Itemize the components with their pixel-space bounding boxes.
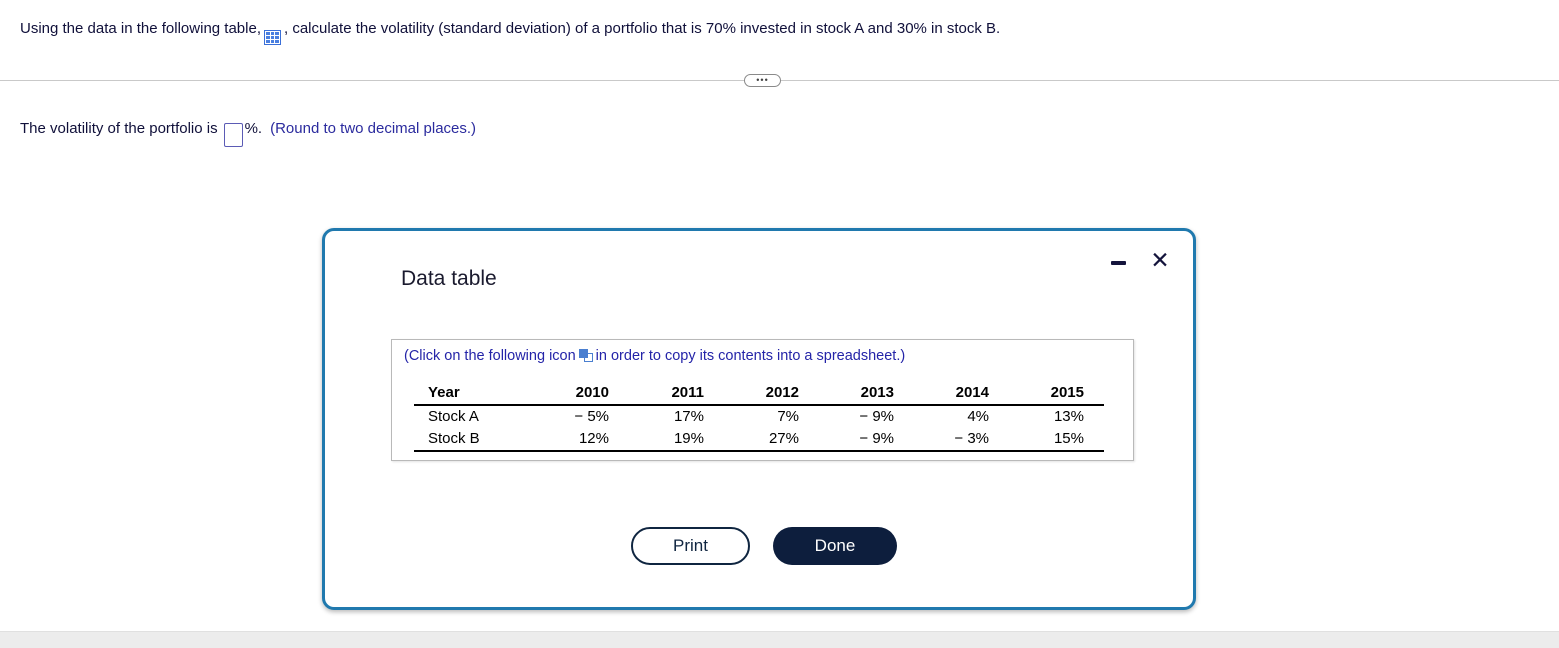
- collapse-toggle-button[interactable]: •••: [744, 74, 781, 87]
- returns-table: Year 2010 2011 2012 2013 2014 2015 Stock…: [414, 382, 1104, 452]
- data-table-icon[interactable]: [264, 30, 281, 45]
- question-suffix: , calculate the volatility (standard dev…: [284, 20, 1001, 37]
- close-button[interactable]: ✕: [1145, 245, 1175, 275]
- copy-to-spreadsheet-icon[interactable]: [578, 349, 593, 362]
- instruction-suffix: in order to copy its contents into a spr…: [595, 348, 906, 364]
- minimize-button[interactable]: [1105, 253, 1131, 273]
- question-prefix: Using the data in the following table,: [20, 20, 261, 37]
- instruction-prefix: (Click on the following icon: [404, 348, 576, 364]
- rounding-note: (Round to two decimal places.): [270, 120, 477, 137]
- cell-value: 7%: [777, 408, 799, 425]
- volatility-answer-input[interactable]: [223, 123, 243, 147]
- done-button[interactable]: Done: [773, 527, 897, 565]
- percent-suffix: %.: [244, 120, 263, 137]
- cell-value: 19%: [629, 428, 724, 452]
- row-label: Stock B: [414, 428, 534, 452]
- header-2012: 2012: [724, 382, 819, 406]
- table-icon-cell: [266, 40, 270, 43]
- copy-instruction: (Click on the following icon in order to …: [404, 348, 905, 364]
- header-2015: 2015: [1009, 382, 1104, 406]
- cell-value: 17%: [673, 408, 704, 425]
- cell-value: 4%: [967, 408, 989, 425]
- data-table-dialog: Data table ✕ (Click on the following ico…: [322, 228, 1196, 610]
- minimize-icon: [1110, 261, 1126, 265]
- cell-value: 13%: [1053, 408, 1084, 425]
- header-2013: 2013: [819, 382, 914, 406]
- cell-value: − 3%: [914, 428, 1009, 452]
- table-icon-cell: [270, 40, 275, 43]
- copy-icon-front: [578, 349, 588, 358]
- print-button[interactable]: Print: [631, 527, 750, 565]
- cell-value: 15%: [1009, 428, 1104, 452]
- header-year: Year: [414, 382, 534, 406]
- answer-prefix: The volatility of the portfolio is: [20, 120, 218, 137]
- header-2014: 2014: [914, 382, 1009, 406]
- row-label: Stock A: [428, 408, 479, 425]
- table-icon-cell: [266, 36, 270, 39]
- table-icon-cell: [270, 32, 275, 35]
- cell-value: − 9%: [859, 408, 894, 425]
- table-header-row: Year 2010 2011 2012 2013 2014 2015: [414, 382, 1104, 406]
- table-icon-cell: [270, 36, 275, 39]
- cell-value: − 9%: [819, 428, 914, 452]
- table-icon-cell: [275, 32, 279, 35]
- bottom-scrollbar-strip: [0, 631, 1559, 648]
- table-icon-cell: [275, 40, 279, 43]
- dialog-title: Data table: [401, 267, 497, 290]
- table-row-stock-b: Stock B 12% 19% 27% − 9% − 3% 15%: [414, 428, 1104, 452]
- table-icon-cell: [275, 36, 279, 39]
- table-row-stock-a: Stock A − 5% 17% 7% − 9% 4% 13%: [414, 405, 1104, 428]
- cell-value: − 5%: [574, 408, 609, 425]
- question-text: Using the data in the following table, , …: [20, 18, 1520, 45]
- data-table-panel: (Click on the following icon in order to …: [391, 339, 1134, 461]
- header-2011: 2011: [629, 382, 724, 406]
- close-icon: ✕: [1150, 246, 1170, 273]
- table-icon-cell: [266, 32, 270, 35]
- cell-value: 27%: [724, 428, 819, 452]
- cell-value: 12%: [534, 428, 629, 452]
- header-2010: 2010: [534, 382, 629, 406]
- answer-line: The volatility of the portfolio is%. (Rou…: [20, 120, 476, 147]
